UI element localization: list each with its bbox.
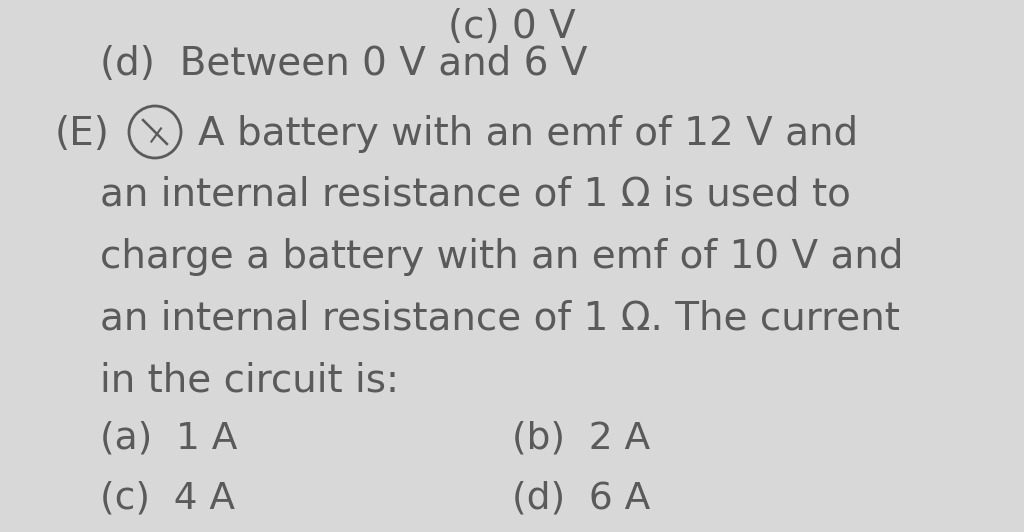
Text: (a)  1 A: (a) 1 A [100, 420, 238, 456]
Text: an internal resistance of 1 Ω is used to: an internal resistance of 1 Ω is used to [100, 175, 851, 213]
Text: A battery with an emf of 12 V and: A battery with an emf of 12 V and [198, 115, 858, 153]
Text: (b)  2 A: (b) 2 A [512, 420, 650, 456]
Text: charge a battery with an emf of 10 V and: charge a battery with an emf of 10 V and [100, 238, 903, 276]
Text: (d)  6 A: (d) 6 A [512, 480, 650, 516]
Text: (c) 0 V: (c) 0 V [449, 8, 575, 46]
Text: (d)  Between 0 V and 6 V: (d) Between 0 V and 6 V [100, 45, 588, 83]
Text: an internal resistance of 1 Ω. The current: an internal resistance of 1 Ω. The curre… [100, 300, 900, 338]
Text: (c)  4 A: (c) 4 A [100, 480, 234, 516]
Text: (E): (E) [55, 115, 110, 153]
Text: in the circuit is:: in the circuit is: [100, 362, 399, 400]
